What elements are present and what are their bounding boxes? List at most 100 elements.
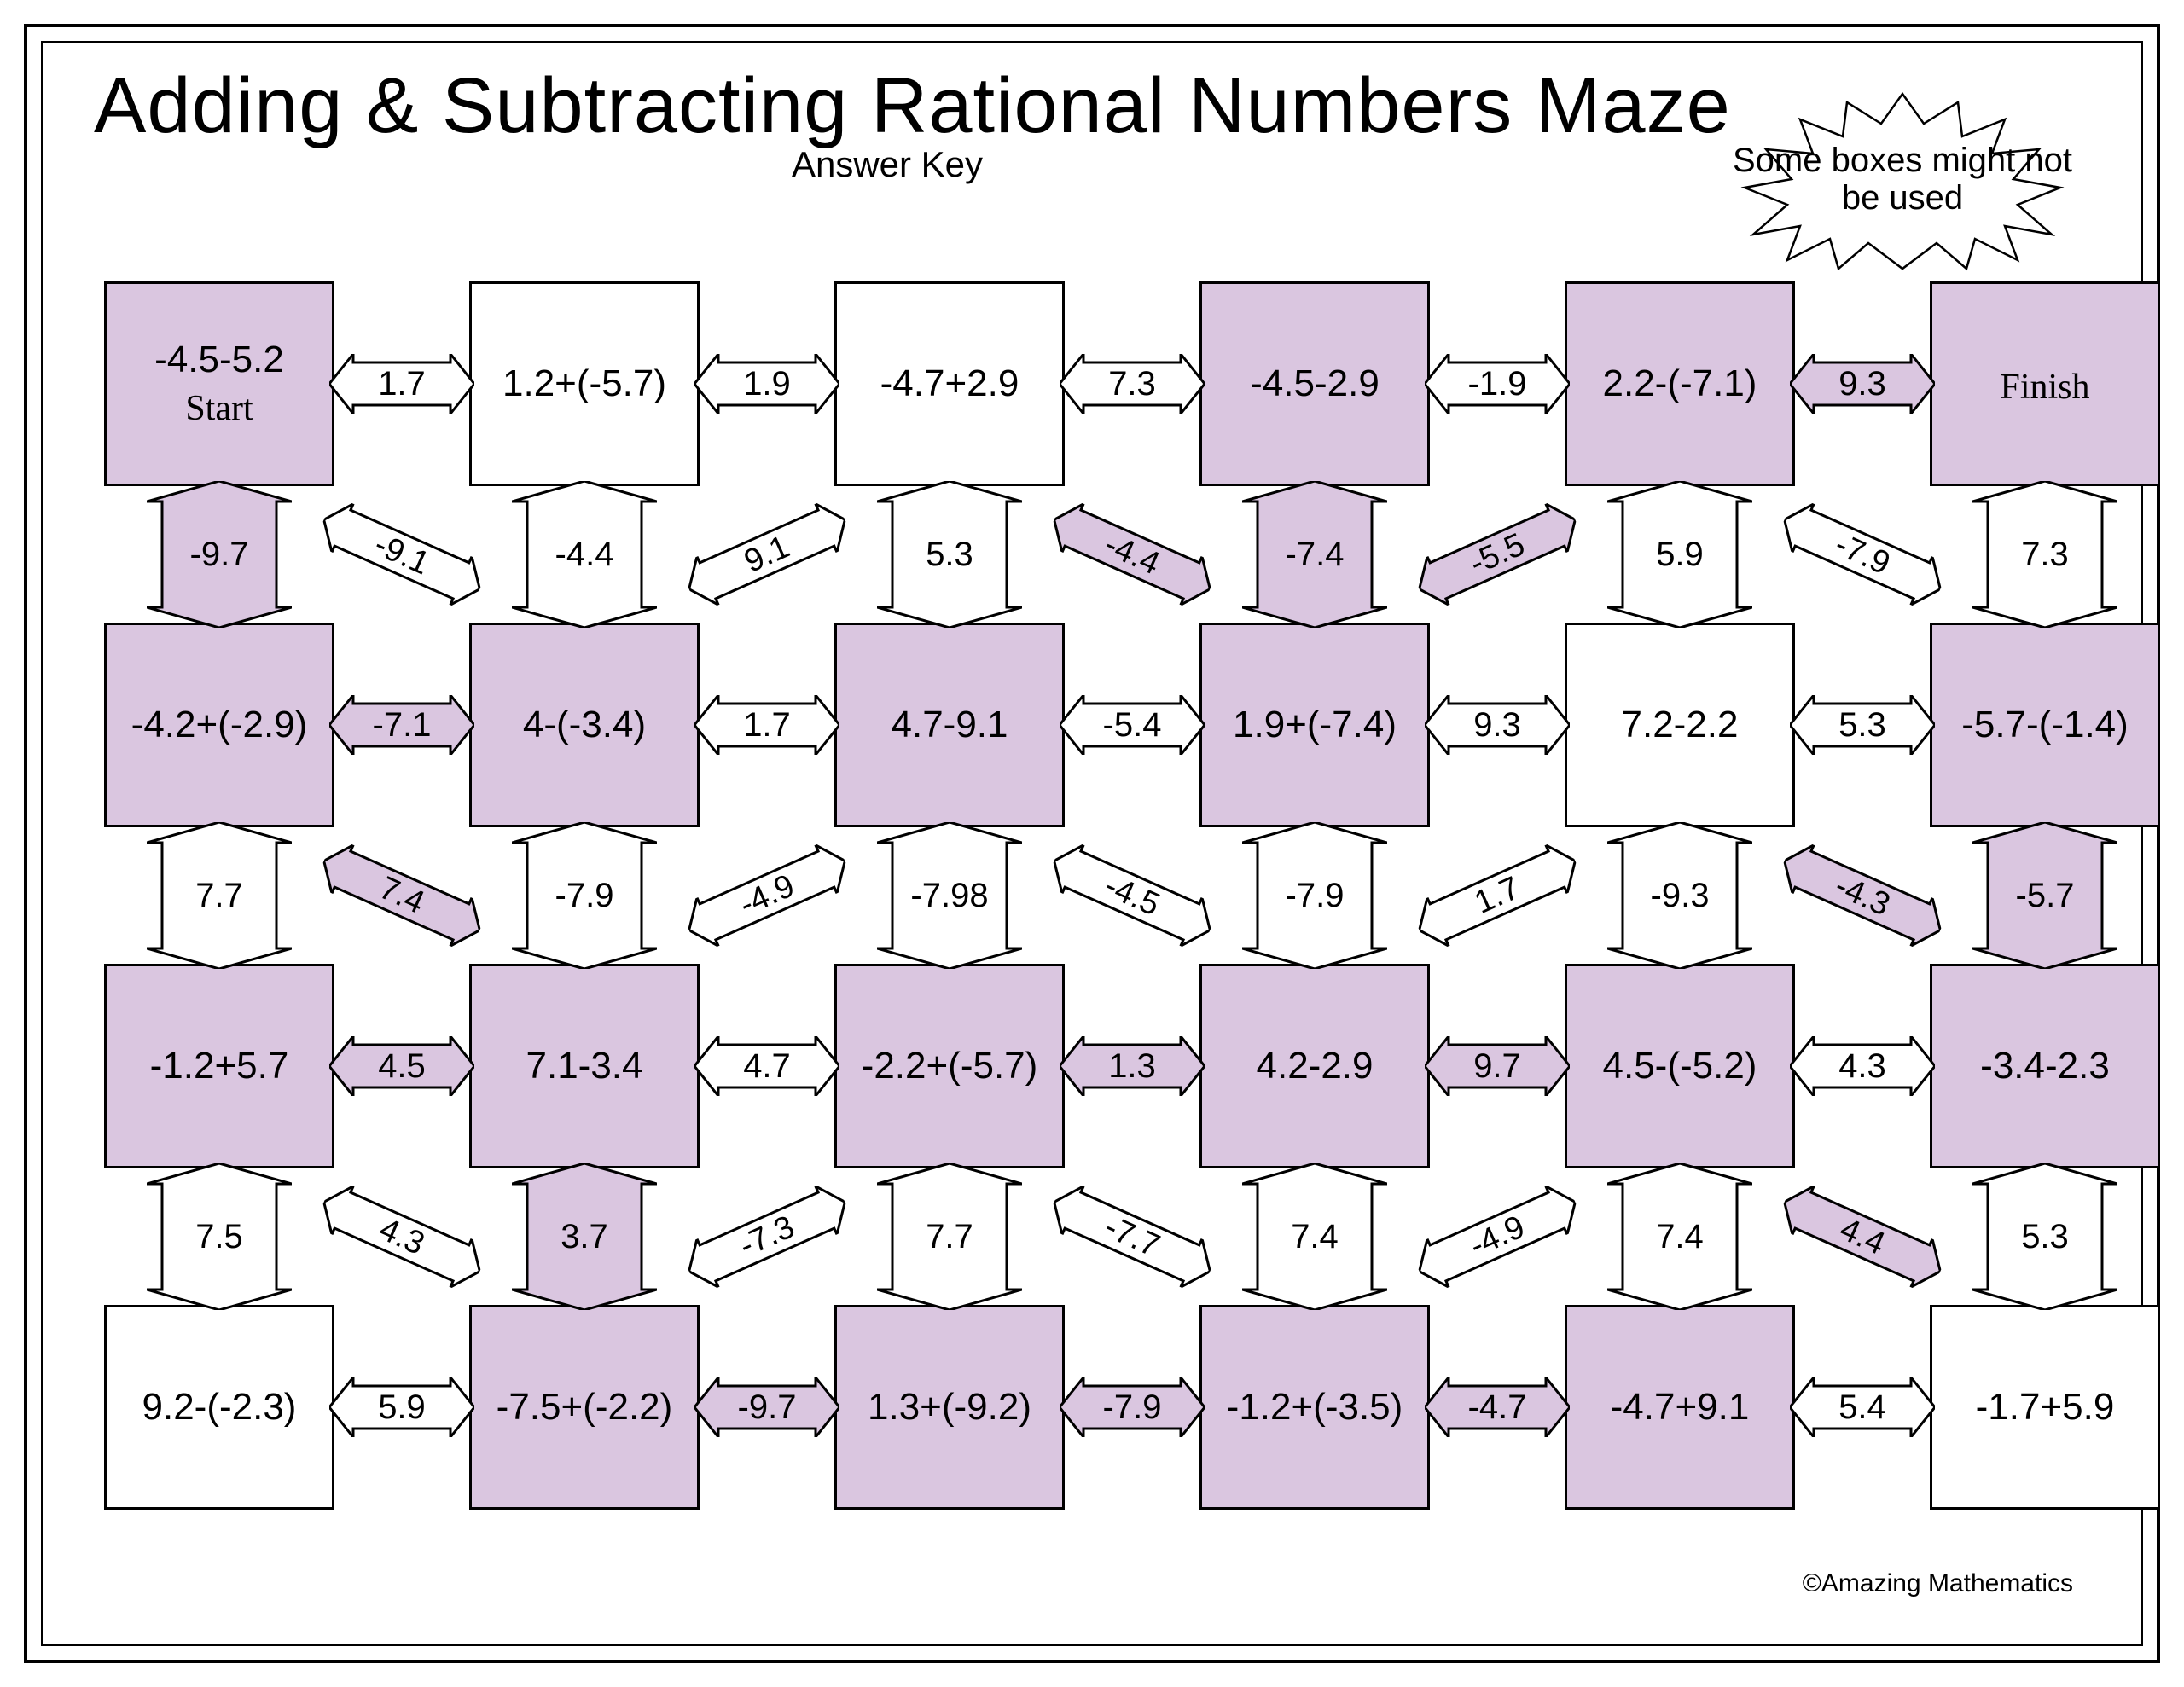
box-expression: -3.4-2.3 [1980,1045,2110,1087]
box-expression: -2.2+(-5.7) [862,1045,1038,1087]
arrow-value: -9.3 [1651,877,1710,915]
arrow-value: -7.1 [373,706,432,745]
box-expression: 2.2-(-7.1) [1603,362,1757,405]
arrow-value: 5.9 [378,1388,426,1427]
v-arrow: -7.98 [877,822,1022,969]
d-arrow: 4.3 [313,1178,491,1296]
d-arrow: -7.7 [1043,1178,1221,1296]
maze-box: -2.2+(-5.7) [834,964,1065,1168]
box-expression: 4-(-3.4) [523,704,646,746]
arrow-value: 7.3 [2021,536,2069,574]
arrow-value: 9.7 [1473,1047,1521,1086]
v-arrow: -5.7 [1972,822,2117,969]
h-arrow: 4.5 [329,1036,474,1096]
maze-box: -4.7+9.1 [1565,1305,1795,1510]
page-frame: Adding & Subtracting Rational Numbers Ma… [41,41,2143,1646]
maze-box: 7.2-2.2 [1565,623,1795,827]
maze-box: -4.7+2.9 [834,281,1065,486]
maze-box: 4.5-(-5.2) [1565,964,1795,1168]
v-arrow: 5.3 [877,481,1022,628]
arrow-value: 4.3 [1838,1047,1886,1086]
d-arrow: -5.5 [1409,496,1586,613]
credit-text: ©Amazing Mathematics [1803,1569,2073,1598]
d-arrow: -4.9 [678,837,856,954]
box-label: Finish [2000,367,2089,408]
box-expression: -5.7-(-1.4) [1961,704,2129,746]
arrow-value: 1.7 [743,706,791,745]
arrow-value: 7.5 [195,1218,243,1256]
box-expression: -1.7+5.9 [1976,1386,2115,1429]
h-arrow: 1.9 [694,354,839,414]
maze-box: 2.2-(-7.1) [1565,281,1795,486]
maze-box: 1.2+(-5.7) [469,281,700,486]
maze-box: 4.7-9.1 [834,623,1065,827]
v-arrow: -4.4 [512,481,657,628]
v-arrow: 7.3 [1972,481,2117,628]
arrow-value: 4.7 [743,1047,791,1086]
maze-box: -3.4-2.3 [1930,964,2160,1168]
v-arrow: 3.7 [512,1163,657,1310]
maze-box: 7.1-3.4 [469,964,700,1168]
d-arrow: -4.5 [1043,837,1221,954]
arrow-value: 5.4 [1838,1388,1886,1427]
box-expression: 4.2-2.9 [1257,1045,1374,1087]
box-label: Start [185,388,253,429]
d-arrow: 7.4 [313,837,491,954]
v-arrow: -7.4 [1242,481,1387,628]
arrow-value: 5.3 [1838,706,1886,745]
arrow-value: -7.9 [1103,1388,1162,1427]
maze-box: -1.7+5.9 [1930,1305,2160,1510]
arrow-value: -7.4 [1286,536,1345,574]
v-arrow: 7.5 [147,1163,292,1310]
box-expression: -4.5-2.9 [1250,362,1380,405]
h-arrow: -9.7 [694,1377,839,1437]
h-arrow: 4.7 [694,1036,839,1096]
d-arrow: -7.9 [1774,496,1951,613]
d-arrow: -7.3 [678,1178,856,1296]
box-expression: 9.2-(-2.3) [142,1386,297,1429]
arrow-value: 1.7 [378,365,426,403]
maze-box: -4.5-2.9 [1199,281,1430,486]
arrow-value: 3.7 [561,1218,608,1256]
v-arrow: -7.9 [512,822,657,969]
box-expression: -4.7+9.1 [1611,1386,1750,1429]
d-arrow: 9.1 [678,496,856,613]
h-arrow: 5.4 [1790,1377,1935,1437]
h-arrow: -7.1 [329,695,474,755]
v-arrow: 7.4 [1242,1163,1387,1310]
box-expression: -4.5-5.2 [154,339,284,381]
box-expression: -1.2+5.7 [150,1045,289,1087]
arrow-value: 7.4 [1656,1218,1704,1256]
h-arrow: 1.7 [694,695,839,755]
v-arrow: 5.3 [1972,1163,2117,1310]
d-arrow: -9.1 [313,496,491,613]
h-arrow: 9.3 [1425,695,1570,755]
starburst-text: Some boxes might not be used [1723,142,2082,217]
arrow-value: -9.7 [738,1388,797,1427]
h-arrow: 1.7 [329,354,474,414]
maze-box: -4.5-5.2 Start [104,281,334,486]
d-arrow: -4.3 [1774,837,1951,954]
box-expression: 4.5-(-5.2) [1603,1045,1757,1087]
arrow-value: 1.9 [743,365,791,403]
v-arrow: -9.7 [147,481,292,628]
h-arrow: 5.3 [1790,695,1935,755]
maze-box: Finish [1930,281,2160,486]
d-arrow: 1.7 [1409,837,1586,954]
maze-box: -1.2+(-3.5) [1199,1305,1430,1510]
starburst-callout: Some boxes might not be used [1723,85,2082,273]
arrow-value: -7.9 [555,877,614,915]
arrow-value: 4.5 [378,1047,426,1086]
h-arrow: 9.3 [1790,354,1935,414]
arrow-value: 9.3 [1838,365,1886,403]
d-arrow: -4.4 [1043,496,1221,613]
maze-box: -7.5+(-2.2) [469,1305,700,1510]
arrow-value: -5.4 [1103,706,1162,745]
arrow-value: 9.3 [1473,706,1521,745]
arrow-value: -4.4 [555,536,614,574]
h-arrow: 7.3 [1060,354,1205,414]
box-expression: 7.1-3.4 [526,1045,643,1087]
maze-box: -1.2+5.7 [104,964,334,1168]
v-arrow: -9.3 [1607,822,1752,969]
arrow-value: -9.7 [190,536,249,574]
